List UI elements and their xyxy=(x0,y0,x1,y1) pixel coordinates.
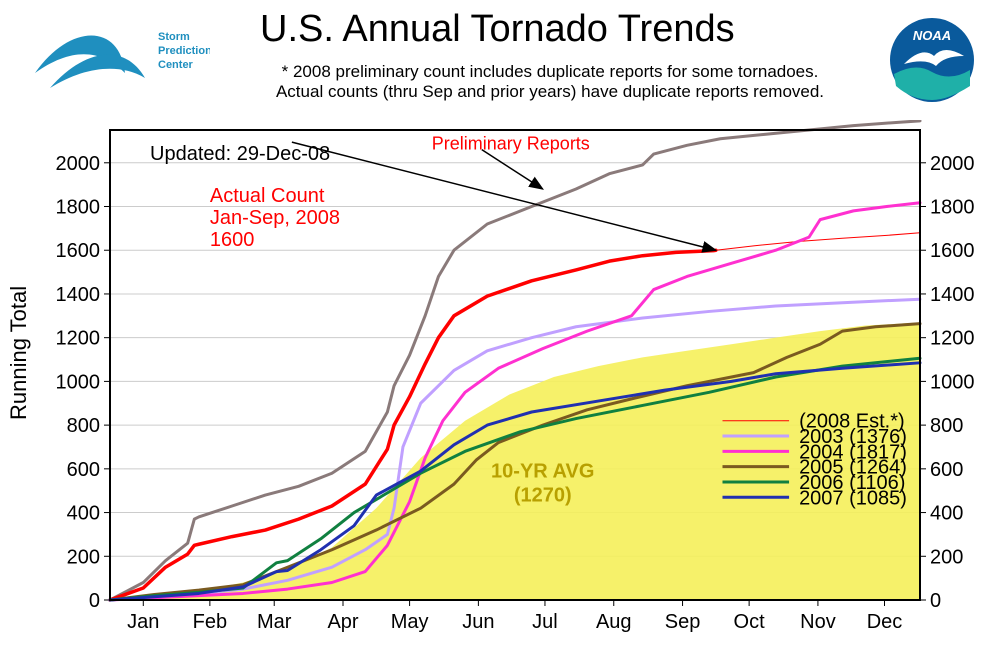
annotation-text: Preliminary Reports xyxy=(432,134,590,154)
svg-text:800: 800 xyxy=(67,415,100,437)
svg-text:400: 400 xyxy=(67,503,100,525)
svg-text:600: 600 xyxy=(930,459,963,481)
annotation-text: Actual Count xyxy=(210,185,325,207)
legend-label: 2007 (1085) xyxy=(799,487,907,509)
svg-text:(1270): (1270) xyxy=(514,485,572,507)
svg-text:Prediction: Prediction xyxy=(158,45,210,57)
y-axis-title: Running Total xyxy=(6,286,32,420)
updated-label: Updated: 29-Dec-08 xyxy=(150,143,330,165)
header-region: Storm Prediction Center U.S. Annual Torn… xyxy=(0,8,1000,108)
svg-text:1800: 1800 xyxy=(930,197,975,219)
svg-text:Mar: Mar xyxy=(257,611,292,633)
page-title: U.S. Annual Tornado Trends xyxy=(260,8,735,51)
svg-text:NOAA: NOAA xyxy=(913,28,951,43)
svg-text:Apr: Apr xyxy=(327,611,358,633)
noaa-logo: NOAA xyxy=(888,16,976,104)
svg-text:2000: 2000 xyxy=(56,153,101,175)
svg-text:1000: 1000 xyxy=(930,371,975,393)
svg-text:0: 0 xyxy=(89,590,100,612)
svg-text:2000: 2000 xyxy=(930,153,975,175)
svg-text:400: 400 xyxy=(930,503,963,525)
svg-text:Nov: Nov xyxy=(800,611,836,633)
svg-text:Feb: Feb xyxy=(193,611,227,633)
svg-text:200: 200 xyxy=(930,546,963,568)
svg-text:Aug: Aug xyxy=(596,611,632,633)
svg-text:10-YR AVG: 10-YR AVG xyxy=(491,461,594,483)
svg-text:1200: 1200 xyxy=(56,328,101,350)
svg-text:Center: Center xyxy=(158,59,194,71)
svg-text:Jan: Jan xyxy=(127,611,159,633)
svg-text:600: 600 xyxy=(67,459,100,481)
annotation-arrow xyxy=(482,150,543,189)
svg-text:Storm: Storm xyxy=(158,31,190,43)
annotation-text: Jan-Sep, 2008 xyxy=(210,207,340,229)
annotation-text: 1600 xyxy=(210,229,255,251)
svg-text:200: 200 xyxy=(67,546,100,568)
svg-text:0: 0 xyxy=(930,590,941,612)
svg-text:1600: 1600 xyxy=(930,240,975,262)
svg-text:Dec: Dec xyxy=(867,611,903,633)
annotation-arrow xyxy=(292,142,716,250)
spc-swoosh-icon xyxy=(35,36,145,89)
svg-text:Sep: Sep xyxy=(665,611,701,633)
svg-text:1200: 1200 xyxy=(930,328,975,350)
svg-text:1400: 1400 xyxy=(56,284,101,306)
spc-logo: Storm Prediction Center xyxy=(30,18,210,98)
tornado-trend-chart: 0 0 200 200 400 400 600 600 800 800 1000 1000 1200 12… xyxy=(0,120,1000,650)
svg-text:Oct: Oct xyxy=(734,611,766,633)
svg-text:1000: 1000 xyxy=(56,371,101,393)
svg-text:1400: 1400 xyxy=(930,284,975,306)
page-subtitle: * 2008 preliminary count includes duplic… xyxy=(210,62,890,101)
svg-text:May: May xyxy=(391,611,429,633)
svg-text:1600: 1600 xyxy=(56,240,101,262)
svg-text:800: 800 xyxy=(930,415,963,437)
svg-text:1800: 1800 xyxy=(56,197,101,219)
svg-text:Jul: Jul xyxy=(532,611,558,633)
chart-region: Running Total 0 0 200 200 400 400 600 600 800 800… xyxy=(0,120,1000,650)
svg-text:Jun: Jun xyxy=(462,611,494,633)
series-2008-est. xyxy=(716,233,920,250)
